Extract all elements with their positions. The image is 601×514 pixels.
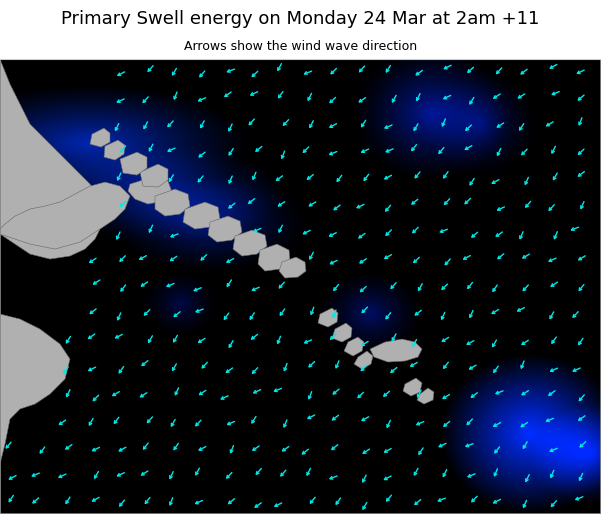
Polygon shape xyxy=(370,339,422,362)
Polygon shape xyxy=(318,308,338,327)
Polygon shape xyxy=(120,152,147,175)
Polygon shape xyxy=(258,244,290,271)
Text: Primary Swell energy on Monday 24 Mar at 2am +11: Primary Swell energy on Monday 24 Mar at… xyxy=(61,10,540,28)
Polygon shape xyxy=(90,128,110,147)
Polygon shape xyxy=(140,164,168,187)
Polygon shape xyxy=(0,59,105,259)
Polygon shape xyxy=(233,230,267,256)
Polygon shape xyxy=(417,388,434,404)
Polygon shape xyxy=(155,189,190,216)
Text: Arrows show the wind wave direction: Arrows show the wind wave direction xyxy=(184,40,417,52)
Polygon shape xyxy=(128,176,172,204)
Polygon shape xyxy=(403,378,422,396)
Polygon shape xyxy=(332,323,352,342)
Polygon shape xyxy=(0,182,130,249)
Polygon shape xyxy=(354,351,373,369)
Polygon shape xyxy=(344,337,364,356)
Polygon shape xyxy=(104,140,125,160)
Polygon shape xyxy=(208,216,242,242)
Polygon shape xyxy=(279,257,306,278)
Polygon shape xyxy=(183,202,220,229)
Polygon shape xyxy=(0,314,70,514)
